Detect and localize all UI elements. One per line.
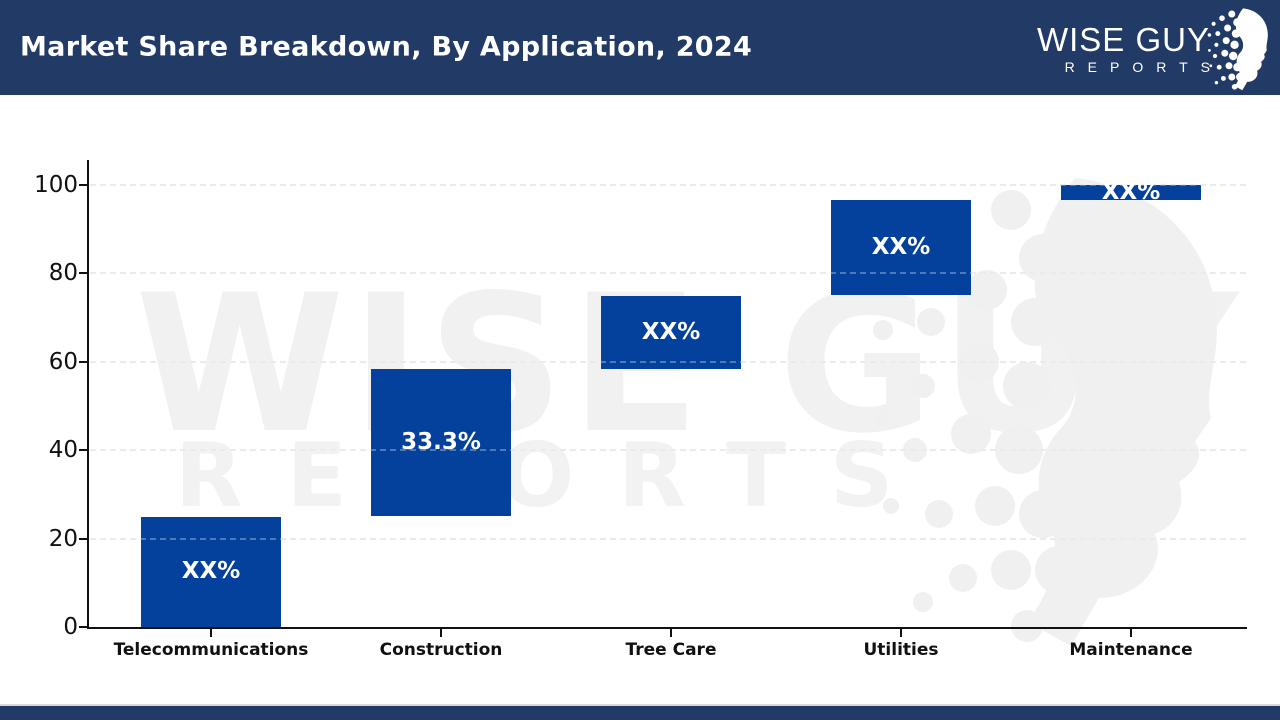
bar-segment: XX%: [601, 295, 741, 370]
y-axis-tick: [79, 449, 88, 452]
gridline-overlay: [90, 184, 1246, 186]
bar-value-label: 33.3%: [401, 429, 481, 456]
y-tick-label: 40: [48, 437, 78, 464]
gridline-overlay: [90, 272, 1246, 275]
x-axis-tick: [1130, 629, 1132, 637]
y-axis-tick: [79, 272, 88, 275]
x-axis-tick: [670, 629, 672, 637]
brand-logo: WISE GUY REPORTS: [1022, 6, 1272, 92]
x-axis-tick: [440, 629, 442, 637]
brand-name: WISE GUY: [1036, 21, 1210, 58]
bar-segment: 33.3%: [371, 369, 511, 517]
bar-value-label: XX%: [1101, 178, 1161, 205]
x-category-label: Utilities: [863, 640, 939, 660]
brand-logo-text: WISE GUY REPORTS: [1036, 21, 1210, 76]
y-axis-line: [87, 160, 89, 629]
y-tick-label: 80: [48, 260, 78, 287]
bar-value-label: XX%: [641, 318, 701, 345]
x-axis-tick: [210, 629, 212, 637]
bar-segment: XX%: [1061, 180, 1201, 203]
y-axis-tick: [79, 184, 88, 186]
gridline: [90, 449, 1246, 452]
y-tick-label: 100: [34, 172, 78, 198]
x-category-label: Tree Care: [625, 640, 717, 660]
gridline: [90, 272, 1246, 275]
gridline-overlay: [90, 360, 1246, 363]
bar-value-label: XX%: [871, 234, 931, 261]
y-tick-label: 0: [63, 614, 78, 640]
header-bar: Market Share Breakdown, By Application, …: [0, 0, 1280, 95]
y-axis-tick: [79, 537, 88, 540]
y-axis-tick: [79, 360, 88, 363]
dotted-head-icon: [1200, 7, 1272, 91]
gridline: [90, 184, 1246, 186]
y-tick-label: 60: [48, 348, 78, 375]
brand-subname: REPORTS: [1064, 59, 1223, 75]
x-category-label: Construction: [379, 640, 503, 660]
x-category-label: Maintenance: [1069, 640, 1193, 660]
page-title: Market Share Breakdown, By Application, …: [20, 31, 753, 63]
footer-divider: [0, 704, 1280, 706]
x-axis-line: [87, 627, 1247, 629]
gridline-overlay: [90, 449, 1246, 452]
footer-bar: [0, 706, 1280, 720]
x-category-label: Telecommunications: [113, 640, 309, 660]
watermark-brand-subname: REPORTS: [175, 424, 938, 527]
y-tick-label: 20: [48, 525, 78, 552]
gridline-overlay: [90, 537, 1246, 540]
y-axis-tick: [79, 626, 88, 628]
bar-value-label: XX%: [181, 558, 241, 585]
bar-segment: XX%: [831, 199, 971, 296]
gridline: [90, 537, 1246, 540]
bar-segment: XX%: [141, 516, 281, 627]
x-axis-tick: [900, 629, 902, 637]
watermark-dotted-head-icon: [835, 140, 1235, 680]
